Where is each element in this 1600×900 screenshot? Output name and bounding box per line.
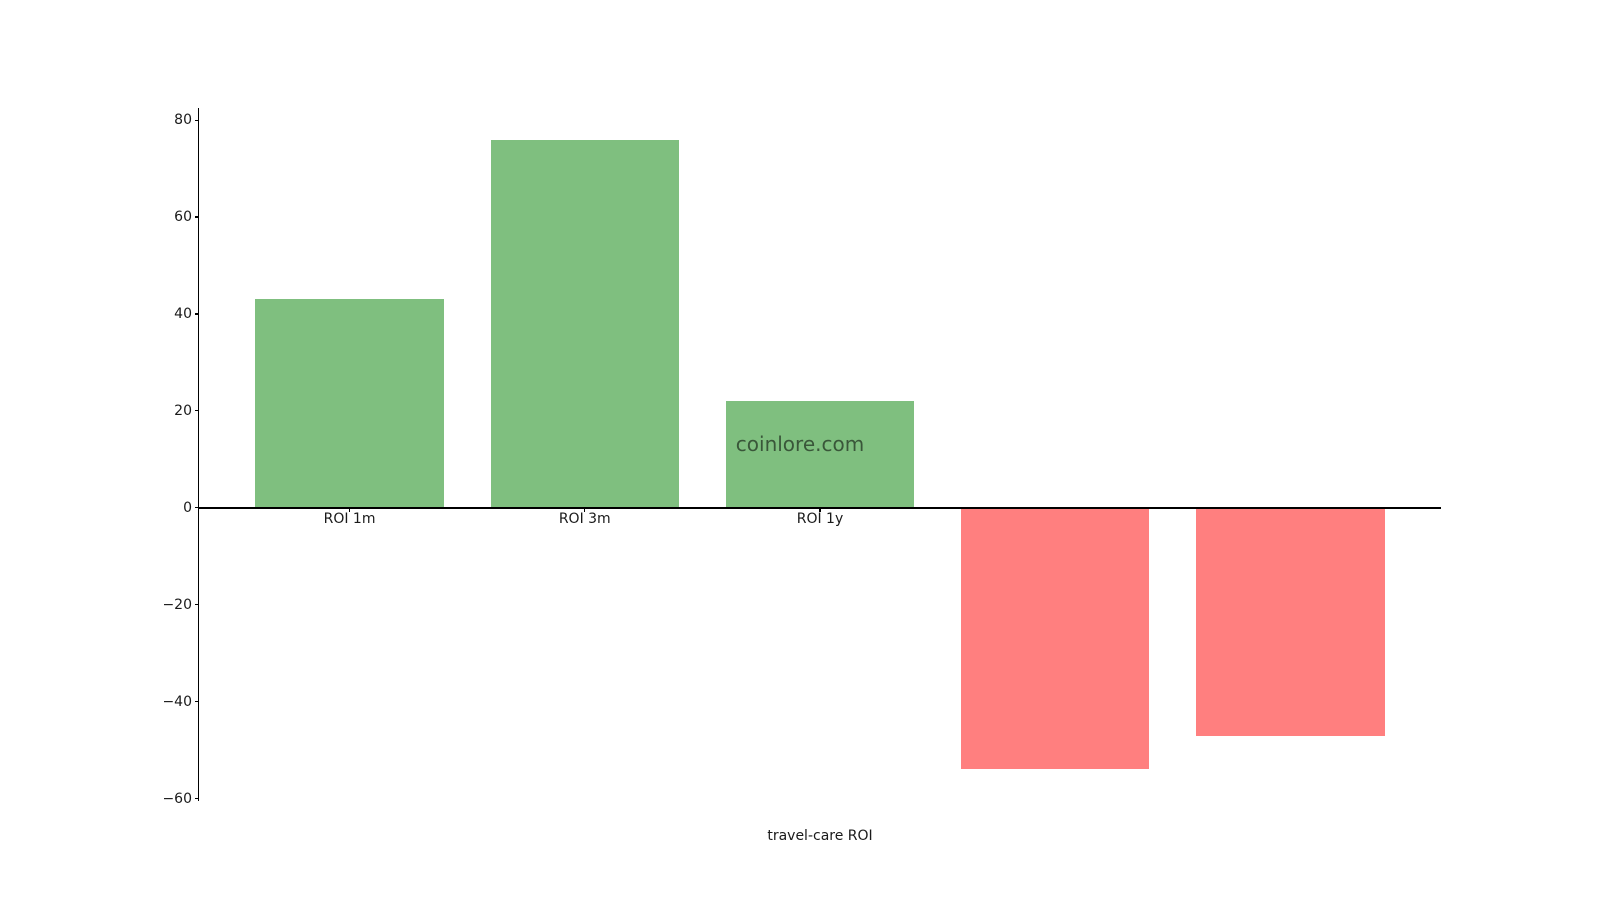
x-tick bbox=[584, 507, 586, 512]
y-tick bbox=[195, 797, 199, 800]
y-tick bbox=[195, 216, 199, 218]
x-axis-title: travel-care ROI bbox=[767, 828, 873, 844]
zero-baseline bbox=[197, 507, 1441, 509]
y-tick bbox=[195, 701, 199, 703]
y-axis-spine bbox=[197, 108, 199, 801]
bar-n3 bbox=[961, 507, 1150, 770]
watermark-text: coinlore.com bbox=[735, 432, 865, 456]
y-tick bbox=[195, 313, 199, 315]
y-tick bbox=[195, 507, 199, 509]
y-tick-label: 40 bbox=[174, 305, 192, 322]
y-tick-label: −20 bbox=[162, 596, 192, 613]
bar-n4 bbox=[1196, 507, 1385, 736]
y-tick bbox=[195, 410, 199, 412]
x-tick bbox=[819, 507, 821, 512]
y-tick-label: 0 bbox=[183, 499, 192, 516]
bar-roi-1m bbox=[255, 299, 444, 508]
y-tick-label: −40 bbox=[162, 693, 192, 710]
x-tick-label: ROI 3m bbox=[558, 510, 611, 527]
y-tick bbox=[195, 119, 199, 121]
bar-roi-3m bbox=[490, 139, 679, 508]
x-tick-label: ROI 1m bbox=[323, 510, 376, 527]
y-tick-label: 60 bbox=[174, 209, 192, 226]
x-tick-label: ROI 1y bbox=[796, 510, 844, 527]
x-tick bbox=[348, 507, 351, 512]
bar-roi-1y bbox=[725, 401, 915, 508]
y-tick-label: −60 bbox=[162, 790, 192, 807]
y-tick bbox=[195, 604, 199, 606]
y-tick-label: 80 bbox=[174, 112, 192, 129]
y-tick-label: 20 bbox=[174, 402, 192, 419]
